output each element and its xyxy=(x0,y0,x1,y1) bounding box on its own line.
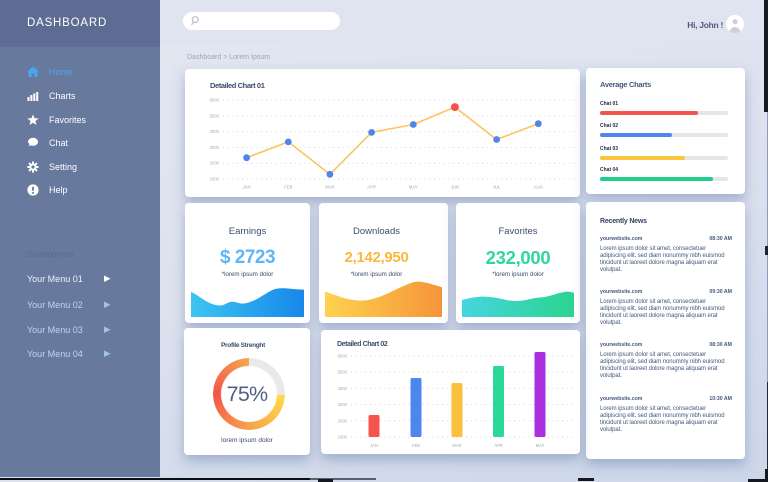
svg-text:APR: APR xyxy=(494,443,503,448)
svg-text:1000: 1000 xyxy=(210,177,220,182)
svg-text:6000: 6000 xyxy=(338,354,348,359)
svg-text:4000: 4000 xyxy=(210,129,220,134)
svg-text:JUN: JUN xyxy=(451,185,459,190)
svg-text:MAR: MAR xyxy=(325,185,334,190)
svg-text:2000: 2000 xyxy=(210,161,220,166)
svg-text:1000: 1000 xyxy=(338,435,348,440)
svg-text:MAR: MAR xyxy=(452,443,461,448)
svg-text:6000: 6000 xyxy=(210,98,220,103)
svg-text:3000: 3000 xyxy=(210,145,220,150)
svg-text:MAY: MAY xyxy=(536,443,545,448)
svg-text:FEB: FEB xyxy=(412,443,420,448)
svg-text:2000: 2000 xyxy=(338,418,348,423)
svg-text:FEB: FEB xyxy=(284,185,292,190)
svg-text:MAY: MAY xyxy=(409,185,418,190)
svg-text:JAN: JAN xyxy=(243,185,251,190)
svg-text:3000: 3000 xyxy=(338,402,348,407)
svg-text:5000: 5000 xyxy=(338,370,348,375)
svg-text:4000: 4000 xyxy=(338,386,348,391)
svg-text:JAN: JAN xyxy=(370,443,378,448)
svg-text:AUG: AUG xyxy=(534,185,543,190)
svg-text:APR: APR xyxy=(367,185,376,190)
svg-text:JUL: JUL xyxy=(493,185,501,190)
svg-text:5000: 5000 xyxy=(210,113,220,118)
